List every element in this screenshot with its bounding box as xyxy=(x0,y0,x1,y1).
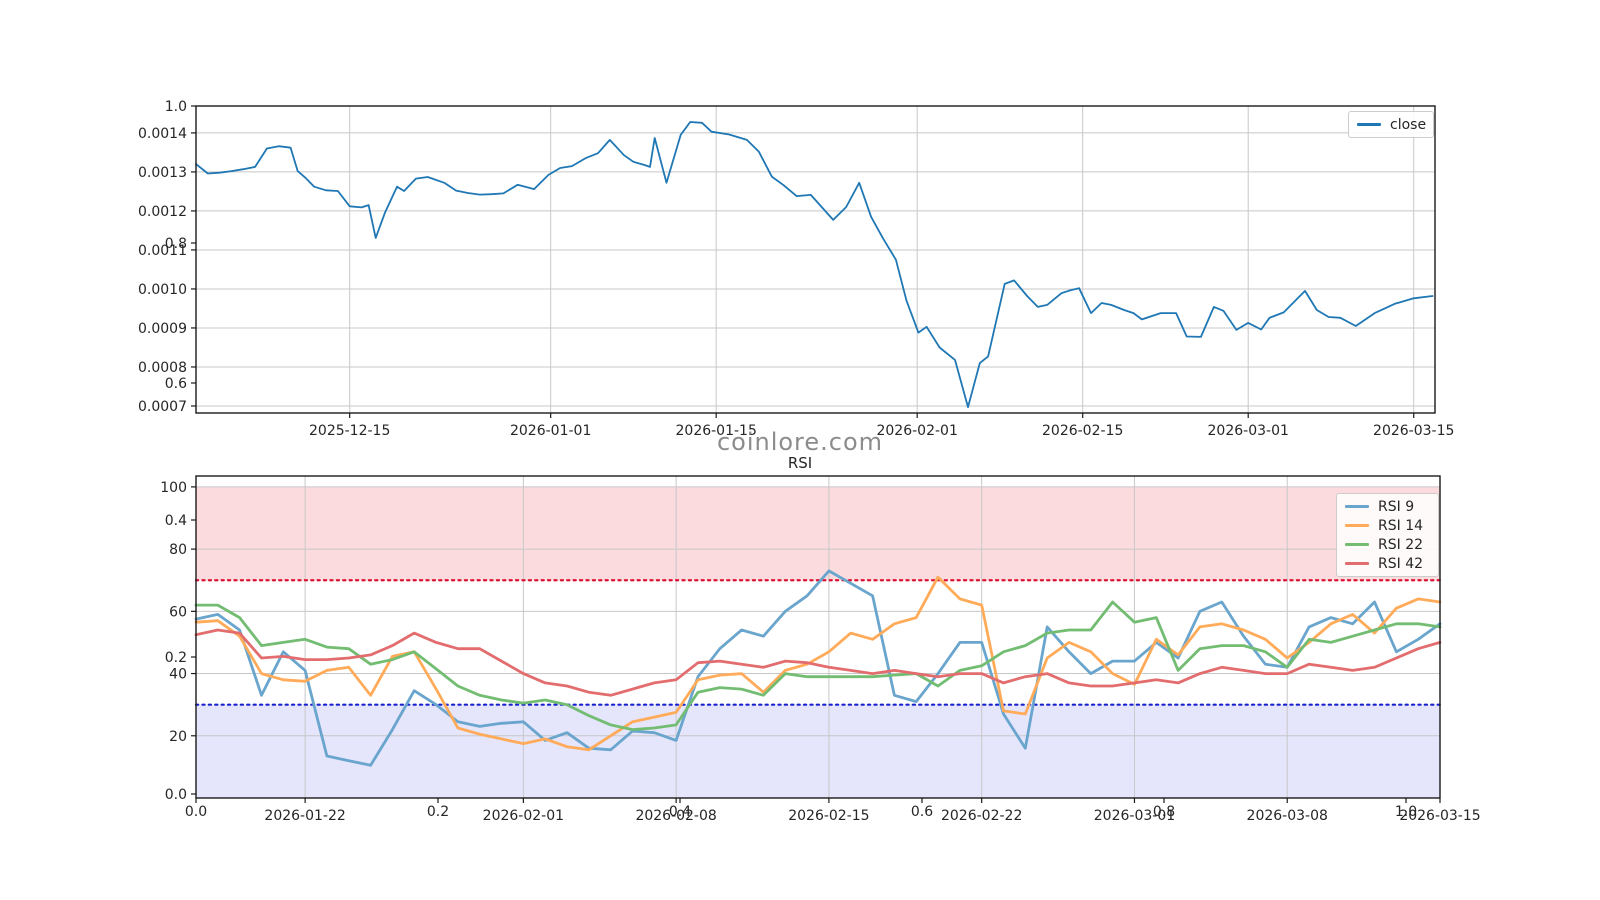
overlay-x-label: 0.0 xyxy=(185,804,207,820)
overlay-y-label: 0.6 xyxy=(165,376,187,392)
y-tick-label: 0.0010 xyxy=(138,282,187,298)
legend-line-swatch xyxy=(1345,505,1369,508)
watermark: coinlore.com xyxy=(716,428,884,456)
x-tick-label: 2026-02-08 xyxy=(635,808,716,824)
series-close xyxy=(195,121,1434,409)
rsi-chart-title: RSI xyxy=(787,454,813,472)
overlay-y-label: 1.0 xyxy=(165,99,187,115)
legend-line-swatch xyxy=(1345,524,1369,527)
price-plot: 2025-12-15 2026-01-01 2026-01-15 2026-02-01… xyxy=(138,105,1454,439)
x-tick-label: 2026-01-01 xyxy=(510,423,591,439)
series-rsi-22 xyxy=(194,600,1442,731)
legend-item: RSI 14 xyxy=(1345,516,1430,535)
legend-line-swatch xyxy=(1345,562,1369,565)
y-tick-label: 40 xyxy=(169,667,187,683)
overlay-x-label: 0.6 xyxy=(911,804,933,820)
legend-label: RSI 22 xyxy=(1378,536,1424,553)
overlay-axis-labels: 1.0 0.8 0.6 0.4 0.2 0.00.0 0.2 0.4 0.6 0.8 1.0 xyxy=(165,99,1417,820)
legend-item: RSI 9 xyxy=(1345,497,1430,516)
x-tick-label: 2026-02-15 xyxy=(788,808,869,824)
rsi-band xyxy=(196,704,1440,798)
series-rsi-42 xyxy=(194,628,1442,697)
overlay-y-label: 0.8 xyxy=(165,236,187,252)
x-tick-label: 2026-02-15 xyxy=(1042,423,1123,439)
rsi-legend: RSI 9 RSI 14 RSI 22 RSI 42 xyxy=(1336,493,1439,577)
x-tick-label: 2026-01-22 xyxy=(264,808,345,824)
legend-item: close xyxy=(1357,115,1427,134)
y-tick-label: 80 xyxy=(169,542,187,558)
legend-item: RSI 22 xyxy=(1345,535,1430,554)
y-tick-label: 20 xyxy=(169,729,187,745)
y-tick-label: 0.0008 xyxy=(138,360,187,376)
rsi-band xyxy=(196,486,1440,581)
y-tick-label: 0.0007 xyxy=(138,399,187,415)
x-tick-label: 2026-03-01 xyxy=(1208,423,1289,439)
rsi-spines xyxy=(195,475,1441,799)
y-tick-label: 100 xyxy=(160,480,187,496)
series-rsi-9 xyxy=(194,569,1442,767)
overlay-y-label: 0.0 xyxy=(165,787,187,803)
x-tick-label: 2026-03-15 xyxy=(1373,423,1454,439)
overlay-y-label: 0.4 xyxy=(165,513,187,529)
legend-label: close xyxy=(1390,116,1427,133)
y-tick-label: 0.0014 xyxy=(138,126,187,142)
legend-label: RSI 9 xyxy=(1378,498,1415,515)
y-tick-label: 0.0009 xyxy=(138,321,187,337)
legend-label: RSI 14 xyxy=(1378,517,1424,534)
legend-label: RSI 42 xyxy=(1378,555,1424,572)
legend-line-swatch xyxy=(1345,543,1369,546)
x-tick-label: 2026-01-15 xyxy=(676,423,757,439)
price-spines xyxy=(195,105,1436,414)
x-tick-label: 2026-02-01 xyxy=(483,808,564,824)
overlay-x-label: 0.4 xyxy=(669,804,691,820)
series-rsi-14 xyxy=(194,575,1442,752)
price-legend: close xyxy=(1348,111,1434,138)
overlay-x-label: 0.8 xyxy=(1153,804,1175,820)
y-tick-label: 0.0012 xyxy=(138,204,187,220)
overlay-y-label: 0.2 xyxy=(165,650,187,666)
overlay-x-label: 0.2 xyxy=(427,804,449,820)
legend-line-swatch xyxy=(1357,123,1381,126)
rsi-plot: 2026-01-22 2026-02-01 2026-02-08 2026-02-15… xyxy=(160,475,1481,824)
y-tick-label: 0.0011 xyxy=(138,243,187,259)
y-tick-label: 0.0013 xyxy=(138,165,187,181)
x-tick-label: 2026-03-08 xyxy=(1247,808,1328,824)
x-tick-label: 2026-03-01 xyxy=(1094,808,1175,824)
y-tick-label: 60 xyxy=(169,604,187,620)
legend-item: RSI 42 xyxy=(1345,554,1430,573)
x-tick-label: 2025-12-15 xyxy=(309,423,390,439)
x-tick-label: 2026-03-15 xyxy=(1399,808,1480,824)
overlay-x-label: 1.0 xyxy=(1395,804,1417,820)
x-tick-label: 2026-02-22 xyxy=(941,808,1022,824)
x-tick-label: 2026-02-01 xyxy=(876,423,957,439)
